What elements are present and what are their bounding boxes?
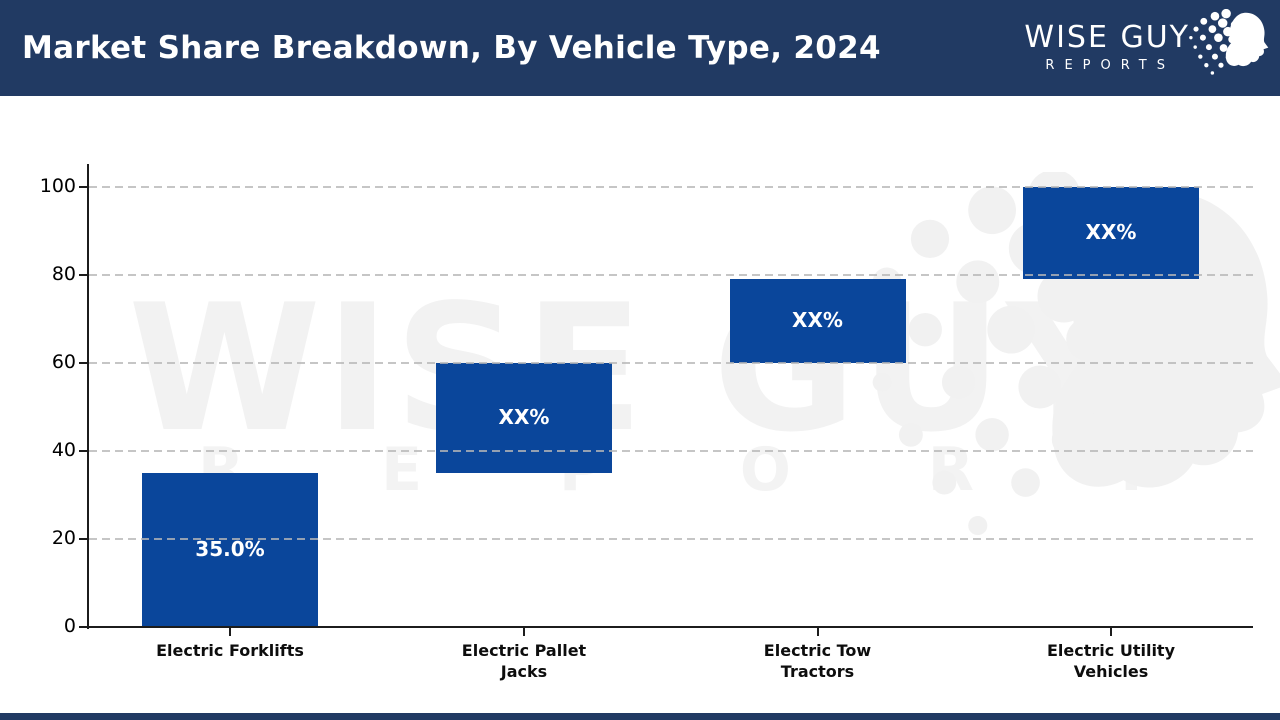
gridline <box>89 362 1253 364</box>
y-tick-label: 60 <box>51 351 76 373</box>
y-tick-mark <box>79 450 87 452</box>
x-tick-mark <box>229 628 231 636</box>
x-category-label-line: Electric Forklifts <box>156 641 304 660</box>
gridline <box>89 186 1253 188</box>
logo-wordmark: WISE GUY <box>1024 20 1190 55</box>
x-category-label: Electric Pallet Jacks <box>394 640 654 682</box>
x-axis-spine <box>87 626 1253 628</box>
bar-electric-pallet-jacks <box>436 363 612 473</box>
watermark-text-primary: WISE GUY <box>128 268 1138 471</box>
bar-value-label: 35.0% <box>195 537 265 561</box>
y-tick-mark <box>79 626 87 628</box>
y-tick-mark <box>79 186 87 188</box>
gridline <box>89 450 1253 452</box>
y-tick-mark <box>79 538 87 540</box>
y-tick-label: 100 <box>39 175 76 197</box>
y-tick-label: 0 <box>63 615 76 637</box>
page-title: Market Share Breakdown, By Vehicle Type,… <box>22 30 881 66</box>
footer-bar <box>0 713 1280 720</box>
x-category-label-line: Electric Utility <box>1047 641 1175 660</box>
x-category-label-line: Electric Tow <box>763 641 872 660</box>
y-tick-mark <box>79 362 87 364</box>
x-category-label: Electric Tow Tractors <box>688 640 948 682</box>
x-category-label-line: Electric Pallet <box>461 641 587 660</box>
gridline <box>89 274 1253 276</box>
x-category-label-line: Tractors <box>780 662 855 681</box>
bar-value-label: XX% <box>792 308 843 333</box>
logo-subtext: REPORTS <box>1045 58 1176 73</box>
header-bar: Market Share Breakdown, By Vehicle Type,… <box>0 0 1280 96</box>
x-category-label: Electric Utility Vehicles <box>981 640 1241 682</box>
y-axis-spine <box>87 164 89 629</box>
gridline <box>89 538 1253 540</box>
y-tick-label: 20 <box>51 527 76 549</box>
y-tick-mark <box>79 274 87 276</box>
watermark-text-secondary: R E P O R T S <box>198 435 1280 505</box>
x-category-label: Electric Forklifts <box>100 640 360 661</box>
y-tick-label: 80 <box>51 263 76 285</box>
y-tick-label: 40 <box>51 439 76 461</box>
bar-electric-forklifts <box>142 473 318 627</box>
x-tick-mark <box>1110 628 1112 636</box>
x-tick-mark <box>523 628 525 636</box>
x-category-label-line: Jacks <box>500 662 548 681</box>
bar-value-label: XX% <box>1085 220 1137 245</box>
bar-value-label: XX% <box>498 405 550 429</box>
x-category-label-line: Vehicles <box>1073 662 1149 681</box>
logo-text: WISE GUY REPORTS <box>1024 20 1190 74</box>
wise-guy-logo: WISE GUY REPORTS <box>1024 9 1270 87</box>
x-tick-mark <box>816 628 819 636</box>
dotted-head-logo-icon <box>1189 9 1269 75</box>
